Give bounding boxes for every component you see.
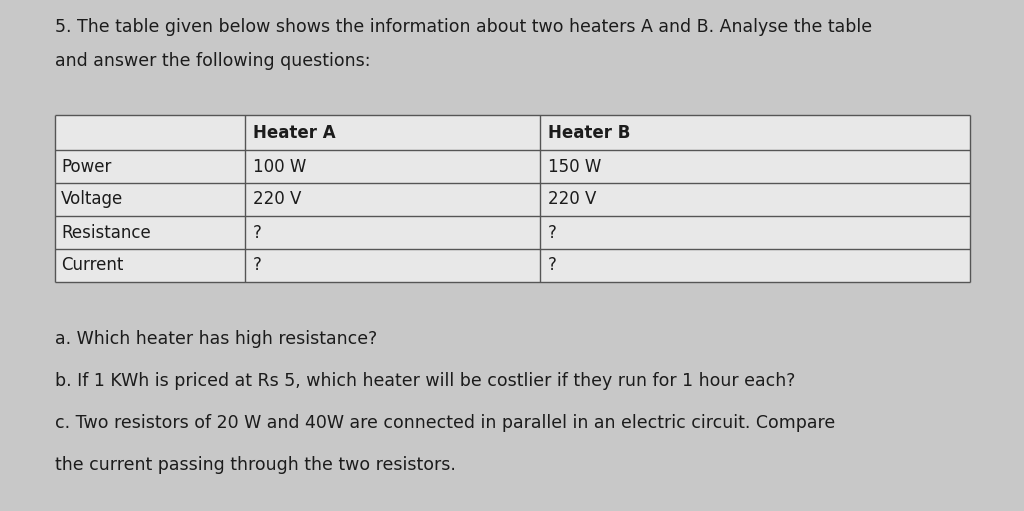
Text: b. If 1 KWh is priced at Rs 5, which heater will be costlier if they run for 1 h: b. If 1 KWh is priced at Rs 5, which hea… — [55, 372, 796, 390]
Text: and answer the following questions:: and answer the following questions: — [55, 52, 371, 70]
Bar — [55, 115, 970, 282]
Text: Power: Power — [61, 157, 112, 175]
Text: Current: Current — [61, 257, 123, 274]
Text: ?: ? — [253, 223, 262, 242]
Text: 5. The table given below shows the information about two heaters A and B. Analys: 5. The table given below shows the infor… — [55, 18, 872, 36]
Text: Heater A: Heater A — [253, 124, 336, 142]
Text: 100 W: 100 W — [253, 157, 306, 175]
Text: ?: ? — [548, 223, 557, 242]
Text: Voltage: Voltage — [61, 191, 123, 208]
Text: a. Which heater has high resistance?: a. Which heater has high resistance? — [55, 330, 377, 348]
Text: Resistance: Resistance — [61, 223, 151, 242]
Text: ?: ? — [548, 257, 557, 274]
Text: the current passing through the two resistors.: the current passing through the two resi… — [55, 456, 456, 474]
Text: ?: ? — [253, 257, 262, 274]
Text: 220 V: 220 V — [548, 191, 596, 208]
Text: 220 V: 220 V — [253, 191, 301, 208]
Text: Heater B: Heater B — [548, 124, 631, 142]
Text: 150 W: 150 W — [548, 157, 601, 175]
Text: c. Two resistors of 20 W and 40W are connected in parallel in an electric circui: c. Two resistors of 20 W and 40W are con… — [55, 414, 836, 432]
